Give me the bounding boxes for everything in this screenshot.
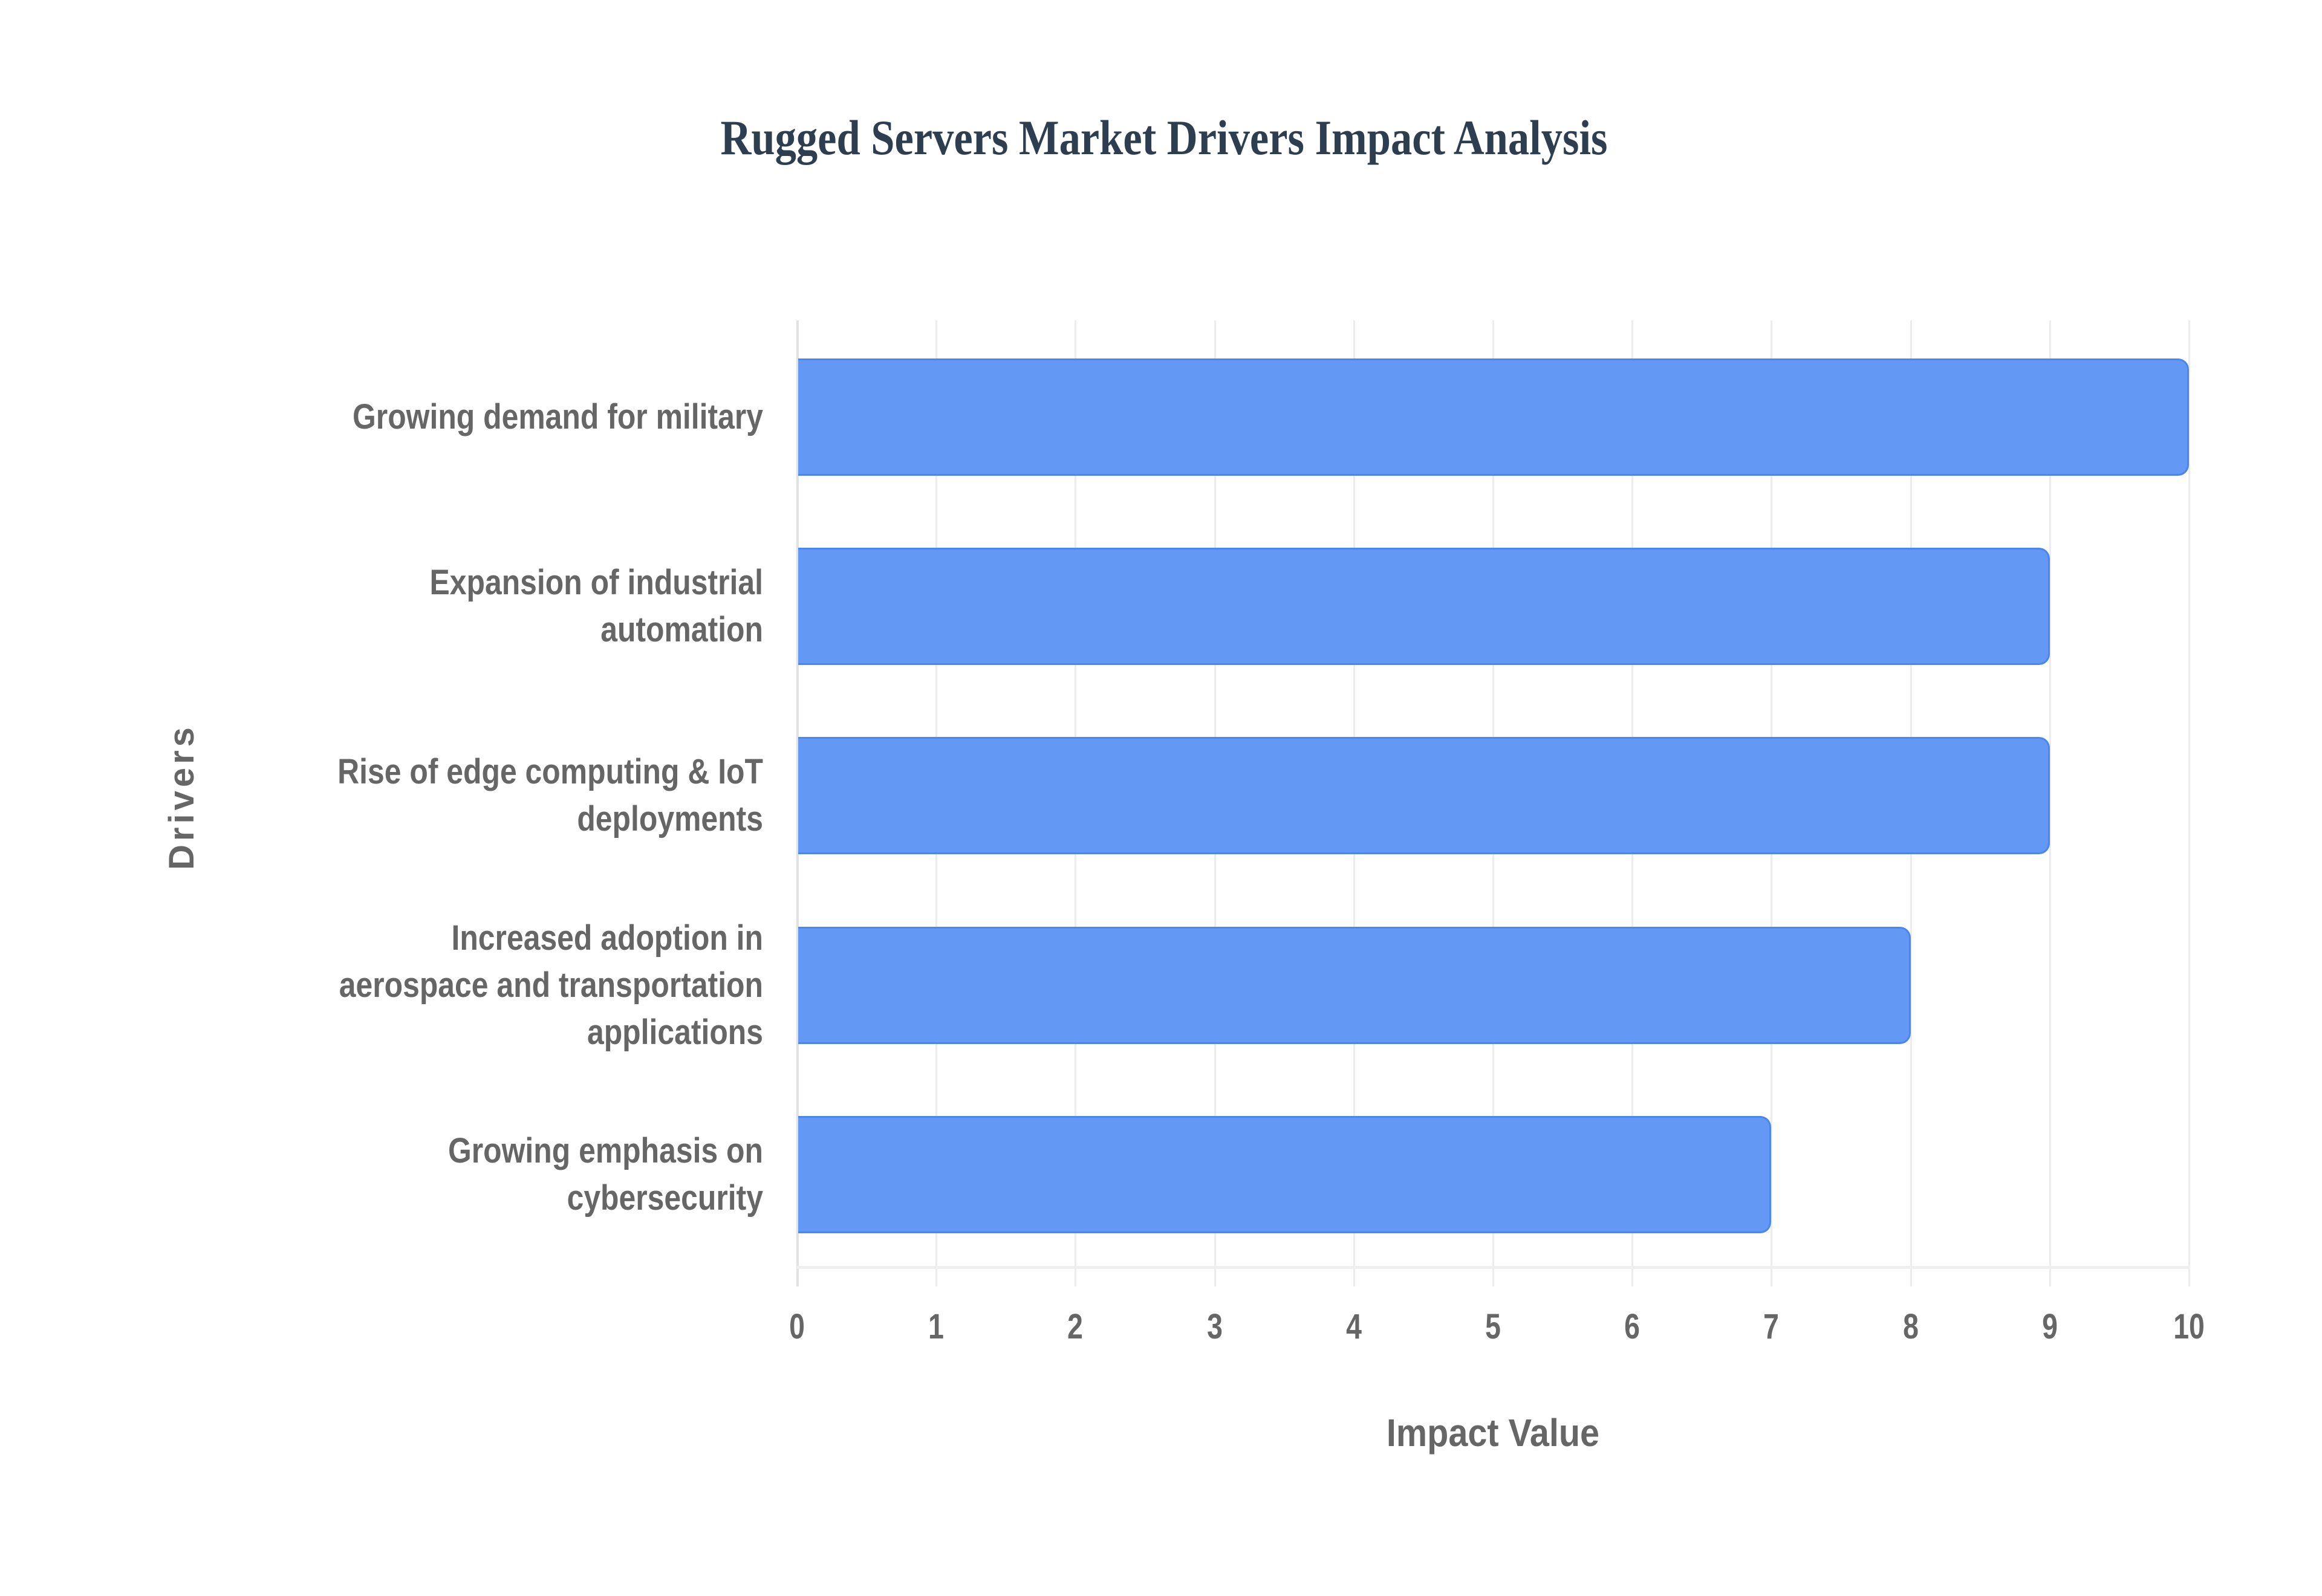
y-axis-title: Drivers [162, 724, 201, 870]
category-label-line: Growing demand for military [352, 397, 763, 436]
category-label-line: automation [600, 610, 763, 650]
x-axis-title: Impact Value [1386, 1411, 1600, 1455]
x-tick-label: 1 [928, 1307, 945, 1346]
x-tick-label: 10 [2173, 1307, 2205, 1346]
bar[interactable] [798, 926, 1911, 1044]
x-tick-label: 9 [2041, 1307, 2058, 1346]
x-tick-label: 2 [1067, 1307, 1084, 1346]
bar[interactable] [798, 548, 2050, 666]
bar[interactable] [798, 358, 2189, 476]
category-label-line: deployments [577, 799, 763, 839]
y-axis-line [796, 320, 799, 1286]
x-tick-label: 3 [1206, 1307, 1223, 1346]
category-label: Growing emphasis on cybersecurity [243, 1127, 763, 1222]
gridline [2188, 320, 2190, 1286]
category-label-line: Expansion of industrial [429, 563, 763, 603]
x-tick-label: 0 [789, 1307, 805, 1346]
category-label-line: Increased adoption in [451, 918, 763, 958]
x-axis-line [797, 1266, 2190, 1269]
category-label-line: aerospace and transportation [339, 965, 763, 1005]
chart-title: Rugged Servers Market Drivers Impact Ana… [720, 110, 1608, 165]
category-label-line: applications [587, 1012, 763, 1052]
x-tick-label: 4 [1345, 1307, 1362, 1346]
x-tick-label: 7 [1763, 1307, 1780, 1346]
category-label: Expansion of industrial automation [243, 559, 763, 654]
x-tick-label: 6 [1624, 1307, 1641, 1346]
category-label: Rise of edge computing & IoT deployments [243, 748, 763, 843]
category-label-line: cybersecurity [567, 1178, 763, 1218]
plot-area [796, 320, 2190, 1286]
category-label: Growing demand for military [243, 394, 763, 441]
category-label-line: Rise of edge computing & IoT [337, 752, 763, 792]
bar[interactable] [798, 737, 2050, 855]
x-tick-label: 5 [1485, 1307, 1501, 1346]
bar[interactable] [798, 1115, 1772, 1233]
gridline [2049, 320, 2051, 1286]
category-label-line: Growing emphasis on [447, 1130, 763, 1170]
x-tick-label: 8 [1902, 1307, 1919, 1346]
category-label: Increased adoption in aerospace and trans… [243, 915, 763, 1056]
